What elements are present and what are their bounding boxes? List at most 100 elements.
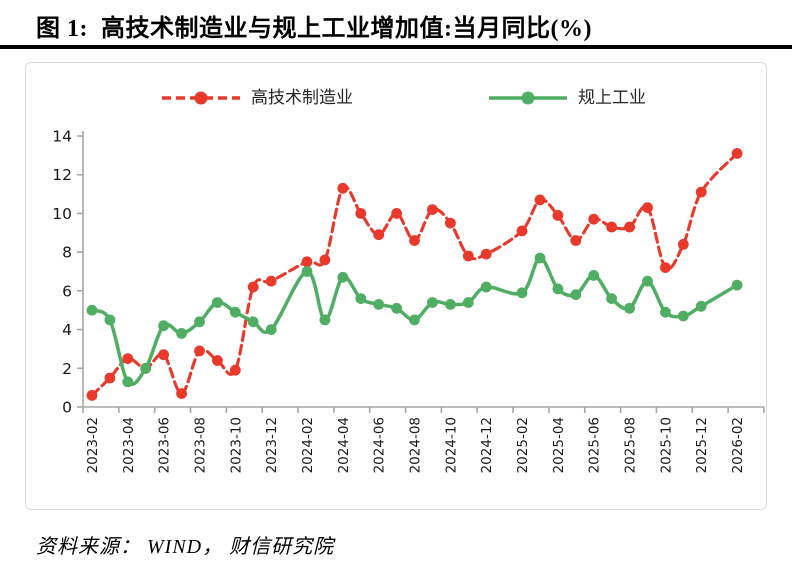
data-point — [624, 302, 635, 314]
y-tick-label: 6 — [62, 282, 72, 300]
data-point — [301, 256, 313, 268]
data-point — [480, 281, 492, 293]
x-tick-label: 2024-12 — [479, 417, 495, 473]
data-point — [265, 275, 277, 287]
data-point — [373, 299, 385, 310]
x-tick-label: 2024-04 — [336, 417, 352, 473]
data-point — [409, 235, 420, 246]
x-tick-label: 2023-06 — [157, 417, 173, 473]
data-point — [462, 250, 474, 262]
y-tick-label: 12 — [52, 166, 72, 184]
data-point — [427, 297, 438, 308]
x-tick-label: 2024-02 — [300, 417, 316, 473]
data-point — [677, 310, 689, 322]
x-tick-label: 2023-10 — [228, 417, 244, 473]
data-point — [409, 314, 420, 326]
data-point — [391, 208, 402, 219]
data-point — [552, 210, 564, 221]
data-point — [606, 221, 617, 233]
data-point — [642, 275, 653, 287]
data-point — [122, 353, 134, 364]
plot-svg: 0 2 4 6 8 10 12 14 2023-02 2023-04 2023-06 2023-08 2… — [52, 128, 765, 473]
x-tick-label: 2025-04 — [551, 417, 567, 473]
data-point — [588, 270, 600, 281]
data-point — [427, 204, 438, 216]
data-point — [516, 225, 528, 237]
data-point — [229, 364, 241, 376]
data-point — [86, 304, 98, 316]
data-point — [212, 355, 223, 366]
data-point — [212, 297, 223, 308]
chart-container: 0 2 4 6 8 10 12 14 2023-02 2023-04 2023-06 2023-08 2… — [25, 62, 767, 510]
legend-line-solid-icon — [489, 91, 567, 105]
x-tick-label: 2025-08 — [623, 417, 639, 473]
data-point — [104, 372, 116, 384]
data-point — [677, 239, 689, 250]
data-point — [158, 320, 170, 332]
data-point — [247, 281, 259, 293]
data-point — [660, 262, 671, 273]
data-point — [660, 306, 671, 318]
data-point — [731, 279, 743, 291]
x-tick-label: 2026-02 — [730, 417, 746, 473]
x-tick-label: 2025-02 — [515, 417, 531, 473]
y-tick-label: 2 — [62, 360, 72, 378]
series-line-1 — [90, 256, 739, 387]
y-tick-label: 4 — [62, 321, 72, 339]
data-point — [86, 390, 98, 401]
data-point — [337, 182, 349, 194]
data-point — [624, 221, 635, 233]
data-point — [194, 316, 205, 328]
data-point — [373, 229, 385, 241]
data-point — [606, 293, 617, 304]
legend-item-hitech: 高技术制造业 — [161, 87, 353, 109]
data-point — [301, 266, 313, 277]
data-point — [552, 283, 564, 295]
chart-source: 资料来源： WIND， 财信研究院 — [36, 536, 335, 558]
legend-label-hitech: 高技术制造业 — [251, 88, 353, 107]
data-point — [480, 248, 492, 260]
data-point — [176, 328, 188, 339]
data-point — [355, 293, 367, 304]
data-point — [194, 345, 205, 357]
y-tick-label: 14 — [52, 128, 72, 146]
x-tick-label: 2023-08 — [192, 417, 208, 473]
x-tick-label: 2025-10 — [658, 417, 674, 473]
x-tick-label: 2024-10 — [443, 417, 459, 473]
title-divider — [0, 45, 792, 49]
data-point — [104, 314, 116, 326]
data-point — [265, 324, 277, 335]
data-point — [695, 186, 707, 198]
x-tick-label: 2025-12 — [694, 417, 710, 473]
x-tick-label: 2025-06 — [587, 417, 603, 473]
y-tick-label: 0 — [62, 399, 72, 417]
data-point — [570, 289, 582, 301]
data-point — [695, 300, 707, 312]
x-tick-label: 2023-02 — [85, 417, 101, 473]
data-point — [319, 254, 331, 266]
y-tick-label: 10 — [52, 205, 72, 223]
data-point — [731, 148, 743, 159]
data-point — [337, 271, 349, 283]
data-point — [516, 287, 528, 299]
data-point — [391, 302, 402, 314]
data-point — [642, 202, 653, 214]
data-point — [445, 299, 456, 310]
data-point — [570, 235, 582, 246]
data-point — [122, 376, 134, 388]
data-point — [229, 306, 241, 318]
data-point — [158, 349, 170, 361]
data-point — [319, 314, 331, 326]
data-point — [534, 252, 546, 264]
y-tick-label: 8 — [62, 244, 72, 262]
x-tick-label: 2023-12 — [264, 417, 280, 473]
data-point — [588, 213, 600, 225]
data-point — [247, 316, 259, 328]
data-point — [534, 194, 546, 206]
data-point — [140, 362, 152, 374]
x-tick-label: 2024-06 — [372, 417, 388, 473]
legend-label-industry: 规上工业 — [578, 88, 646, 107]
chart-title: 图 1: 高技术制造业与规上工业增加值:当月同比(%) — [36, 16, 592, 42]
legend-item-industry: 规上工业 — [488, 87, 646, 109]
